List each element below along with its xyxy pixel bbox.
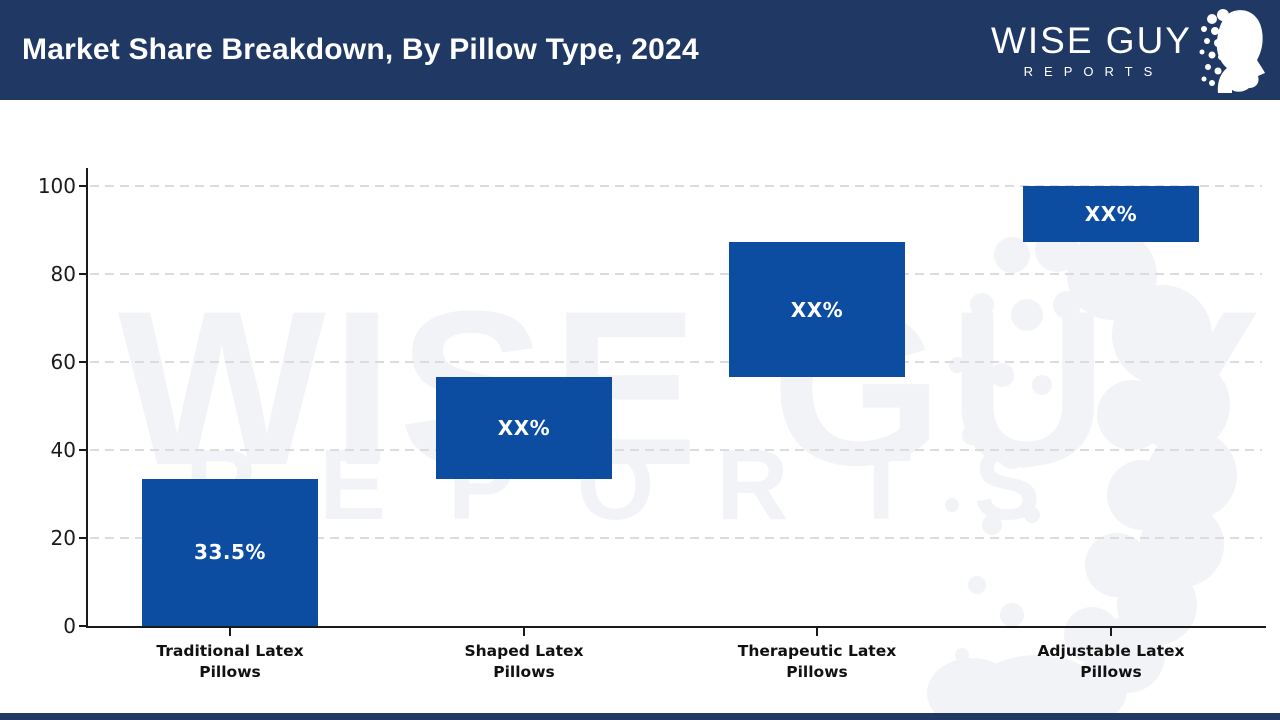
x-axis-category-label: Adjustable Latex Pillows <box>981 641 1241 683</box>
y-axis-tick <box>79 449 88 451</box>
x-axis-category-line: Adjustable Latex <box>1037 642 1185 660</box>
bar-value-label: 33.5% <box>194 540 266 565</box>
x-axis-category-line: Therapeutic Latex <box>737 642 897 660</box>
footer-bar <box>0 713 1280 720</box>
bar-value-label: XX% <box>1084 201 1138 226</box>
y-axis-tick-label: 0 <box>63 614 76 638</box>
x-axis-line <box>86 626 1266 628</box>
y-axis-tick <box>79 537 88 539</box>
y-axis-tick <box>79 185 88 187</box>
x-axis-category-line: Traditional Latex <box>156 642 304 660</box>
x-axis-category-label: Therapeutic Latex Pillows <box>687 641 947 683</box>
brand-logo: WISE GUY REPORTS <box>991 7 1266 93</box>
x-axis-tick <box>229 628 231 636</box>
y-axis-tick-label: 20 <box>50 526 76 550</box>
y-gridline <box>90 185 1262 187</box>
logo-wordmark: WISE GUY REPORTS <box>991 22 1192 78</box>
y-axis-tick-label: 60 <box>50 350 76 374</box>
logo-wordmark-main: WISE GUY <box>990 20 1192 61</box>
x-axis-tick <box>816 628 818 636</box>
market-share-bar: XX% <box>1023 186 1199 242</box>
market-share-bar: XX% <box>729 241 905 378</box>
y-gridline <box>90 449 1262 451</box>
watermark-head-icon <box>927 228 1237 715</box>
logo-head-icon <box>1199 9 1265 93</box>
y-axis-tick <box>79 361 88 363</box>
y-axis-tick-label: 80 <box>50 262 76 286</box>
market-share-bar: 33.5% <box>142 478 318 626</box>
watermark-subtext: REPORTS <box>185 429 1103 541</box>
header-bar: Market Share Breakdown, By Pillow Type, … <box>0 0 1280 100</box>
x-axis-category-label: Traditional Latex Pillows <box>100 641 360 683</box>
x-axis-category-line: Pillows <box>1080 663 1142 681</box>
y-axis-tick <box>79 625 88 627</box>
y-gridline <box>90 537 1262 539</box>
y-gridline <box>90 273 1262 275</box>
x-axis-category-line: Pillows <box>199 663 261 681</box>
bar-value-label: XX% <box>790 297 844 322</box>
logo-wordmark-sub: REPORTS <box>1023 64 1164 79</box>
x-axis-category-label: Shaped Latex Pillows <box>394 641 654 683</box>
chart-title: Market Share Breakdown, By Pillow Type, … <box>22 33 699 66</box>
y-axis-tick-label: 40 <box>50 438 76 462</box>
y-axis-tick <box>79 273 88 275</box>
x-axis-tick <box>523 628 525 636</box>
x-axis-category-line: Pillows <box>786 663 848 681</box>
x-axis-category-line: Shaped Latex <box>464 642 584 660</box>
x-axis-tick <box>1110 628 1112 636</box>
market-share-bar: XX% <box>436 377 612 479</box>
y-axis-tick-label: 100 <box>37 174 76 198</box>
x-axis-category-line: Pillows <box>493 663 555 681</box>
bar-value-label: XX% <box>497 415 551 440</box>
y-gridline <box>90 361 1262 363</box>
y-axis-line <box>86 168 88 628</box>
